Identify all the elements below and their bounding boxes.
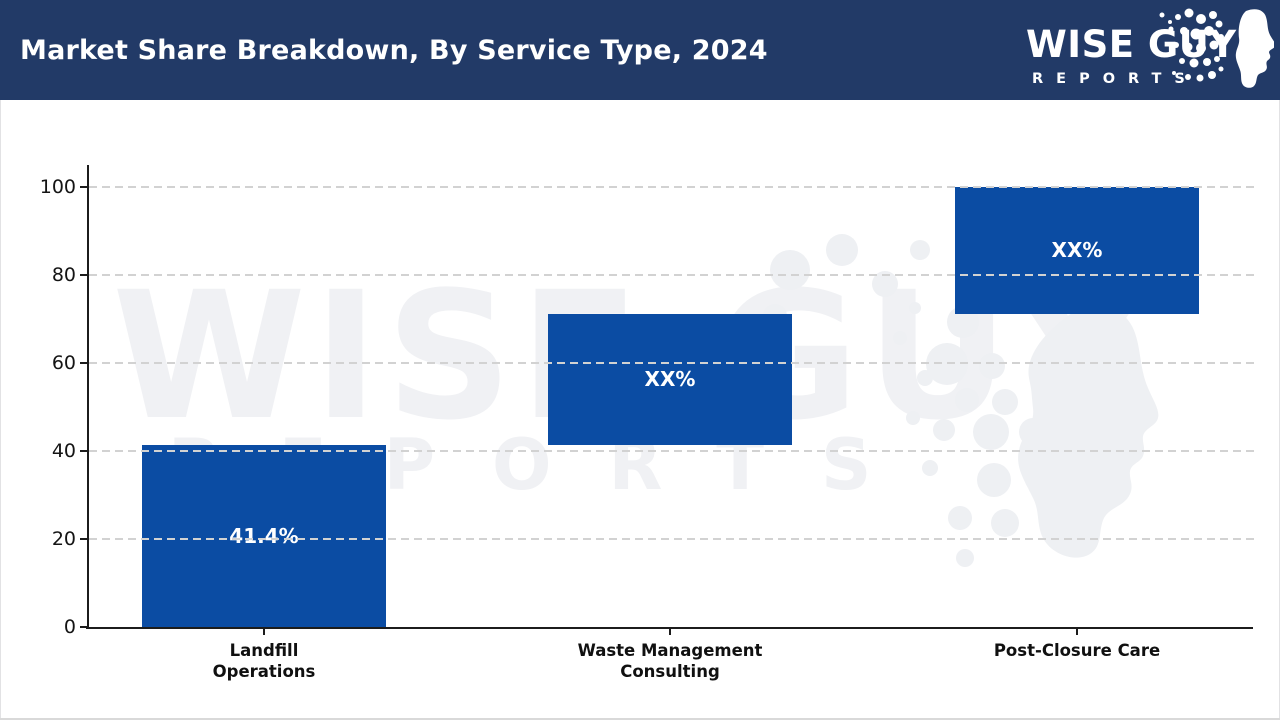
gridline-100	[89, 185, 1254, 188]
bar-3: XX%	[955, 186, 1199, 315]
bar-value-label: XX%	[644, 367, 696, 392]
y-tick-label-80: 80	[51, 263, 76, 286]
y-tick-label-20: 20	[51, 527, 76, 550]
y-tick-label-100: 100	[39, 175, 76, 198]
gridline-60	[89, 361, 1254, 364]
bar-value-label: 41.4%	[229, 523, 299, 548]
gridline-80	[89, 273, 1254, 276]
y-tick-label-0: 0	[63, 616, 76, 638]
chart-area: WISE GUY REPORTS 41.4% XX% XX% 0 20 40 60 80 100…	[0, 100, 1280, 718]
bottom-border	[0, 718, 1280, 720]
y-tick-80	[80, 273, 88, 276]
y-tick-40	[80, 449, 88, 452]
y-tick-100	[80, 185, 88, 188]
logo-subtext: REPORTS	[1032, 71, 1198, 87]
chart-title: Market Share Breakdown, By Service Type,…	[20, 34, 768, 66]
watermark-face-icon	[763, 234, 1159, 567]
x-category-label-2: Waste Management Consulting	[577, 641, 763, 681]
wise-guy-logo: WISE GUY REPORTS	[1026, 8, 1274, 88]
x-category-label-1: Landfill Operations	[212, 641, 316, 681]
header-bar: Market Share Breakdown, By Service Type,…	[0, 0, 1280, 100]
x-category-label-3: Post-Closure Care	[993, 641, 1161, 660]
bar-value-label: XX%	[1051, 238, 1103, 263]
x-tick-2	[669, 627, 671, 635]
y-tick-60	[80, 361, 88, 364]
y-tick-label-40: 40	[51, 439, 76, 462]
y-tick-20	[80, 537, 88, 540]
bar-1: 41.4%	[142, 444, 386, 627]
y-tick-label-60: 60	[51, 351, 76, 374]
y-axis-spine	[87, 165, 89, 629]
gridline-20	[89, 537, 1254, 540]
gridline-40	[89, 449, 1254, 452]
x-tick-1	[263, 627, 265, 635]
bar-2: XX%	[548, 314, 792, 445]
logo-face-icon	[1159, 8, 1274, 88]
x-tick-3	[1076, 627, 1078, 635]
y-tick-0	[80, 626, 88, 628]
